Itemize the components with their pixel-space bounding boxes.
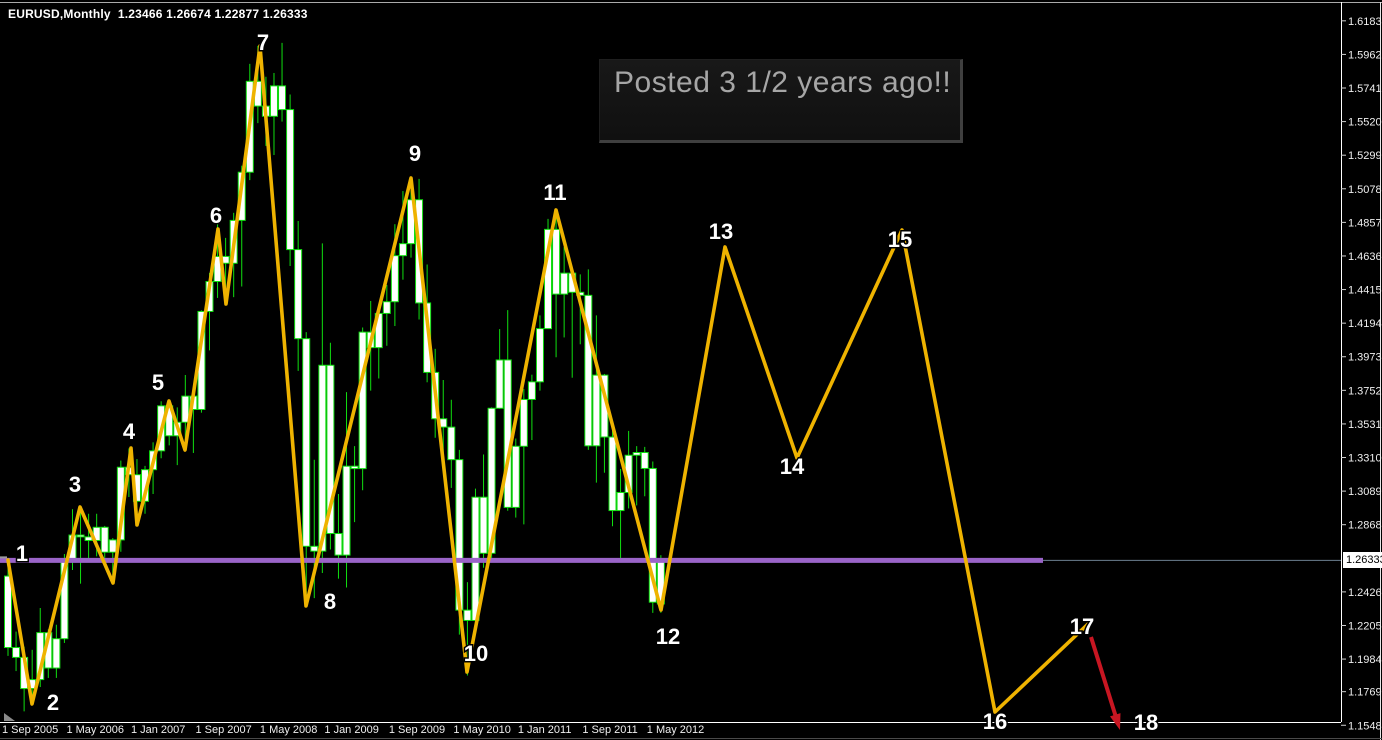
time-axis-label: 1 Sep 2011 [582,724,637,736]
wave-number: 7 [257,30,269,55]
price-axis-label: 1.19840 [1348,654,1382,666]
wave-number: 11 [543,180,566,205]
forecast-arrow[interactable] [1089,636,1121,730]
candle [382,285,391,346]
candle [294,221,303,371]
candle [479,454,488,568]
price-axis-label: 1.52990 [1348,150,1382,162]
wave-number: 15 [888,227,912,252]
chart-title: EURUSD,Monthly 1.23466 1.26674 1.22877 1… [8,7,308,21]
candle [648,461,657,613]
price-axis-label: 1.35310 [1348,419,1382,431]
candle [592,315,601,483]
time-axis-label: 1 May 2008 [260,724,317,736]
price-axis-label: 1.59620 [1348,49,1382,61]
wave-number: 1 [16,541,28,566]
wave-number: 13 [709,219,733,244]
wave-number: 4 [123,419,136,444]
candle [334,494,343,579]
wave-number: 9 [409,141,421,166]
candle [318,243,327,574]
wave-number: 2 [47,690,59,715]
price-axis-label: 1.33100 [1348,453,1382,465]
candle [527,374,536,441]
wave-number: 14 [780,454,805,479]
time-axis-label: 1 Sep 2005 [2,724,58,736]
scroll-marker-icon [4,713,15,721]
price-axis-label: 1.15485 [1348,720,1382,732]
price-axis[interactable]: 1.61830 1.59620 1.57410 1.55200 1.52990 1.507… [1341,16,1382,732]
time-axis-label: 1 Sep 2007 [195,724,251,736]
price-axis-label: 1.46360 [1348,251,1382,263]
time-axis-label: 1 May 2012 [647,724,704,736]
candle [326,342,335,550]
wave-number: 12 [656,624,680,649]
price-axis-label: 1.41940 [1348,318,1382,330]
candle [495,329,504,409]
price-axis-label: 1.24260 [1348,587,1382,599]
banner-text: Posted 3 1/2 years ago!! [614,66,952,99]
price-axis-label: 1.17695 [1348,687,1382,699]
candle [584,269,593,450]
candle [12,631,21,672]
candle [608,421,617,527]
candle [640,446,649,497]
wave-number: 17 [1070,614,1094,639]
wave-number: 10 [464,641,488,666]
candle [100,525,109,563]
candle [535,315,544,391]
time-axis-label: 1 Jan 2007 [131,724,185,736]
price-axis-label: 1.37520 [1348,385,1382,397]
price-axis-label: 1.57410 [1348,83,1382,95]
wave-number: 16 [983,709,1007,734]
price-axis-label: 1.55200 [1348,117,1382,129]
price-axis-label: 1.30890 [1348,486,1382,498]
time-axis[interactable]: 1 Sep 2005 1 May 2006 1 Jan 2007 1 Sep 2007… [2,724,704,736]
candle [52,624,61,678]
candle [560,247,569,338]
candle [616,468,625,562]
wave-number: 18 [1134,710,1158,735]
price-axis-label: 1.50780 [1348,184,1382,196]
candle [552,209,561,358]
time-axis-label: 1 Jan 2009 [324,724,378,736]
candle [278,42,287,122]
time-axis-label: 1 Jan 2011 [518,724,572,736]
price-axis-label: 1.48570 [1348,217,1382,229]
candle [4,567,12,656]
posted-banner[interactable]: Posted 3 1/2 years ago!! [599,59,963,143]
candle [269,72,278,156]
price-axis-label: 1.61830 [1348,16,1382,28]
candle [350,446,359,523]
current-price-box: 1.26333 [1343,552,1382,568]
candle [76,506,85,584]
zigzag-projection-line[interactable] [6,44,1090,714]
wave-number: 5 [152,370,164,395]
price-axis-label: 1.22050 [1348,620,1382,632]
wave-number: 6 [210,203,222,228]
price-axis-label: 1.28680 [1348,520,1382,532]
wave-number: 3 [69,472,81,497]
candle [286,94,295,266]
candle [358,327,367,491]
candle [519,389,528,525]
candle [447,399,456,488]
candle [632,446,641,506]
candle [511,438,520,518]
price-axis-label: 1.44150 [1348,285,1382,297]
price-axis-label: 1.39730 [1348,352,1382,364]
time-axis-label: 1 Sep 2009 [389,724,445,736]
wave-number: 8 [324,589,336,614]
time-axis-label: 1 May 2006 [66,724,123,736]
candle [342,392,351,588]
time-axis-label: 1 May 2010 [453,724,510,736]
candlesticks [4,42,665,712]
